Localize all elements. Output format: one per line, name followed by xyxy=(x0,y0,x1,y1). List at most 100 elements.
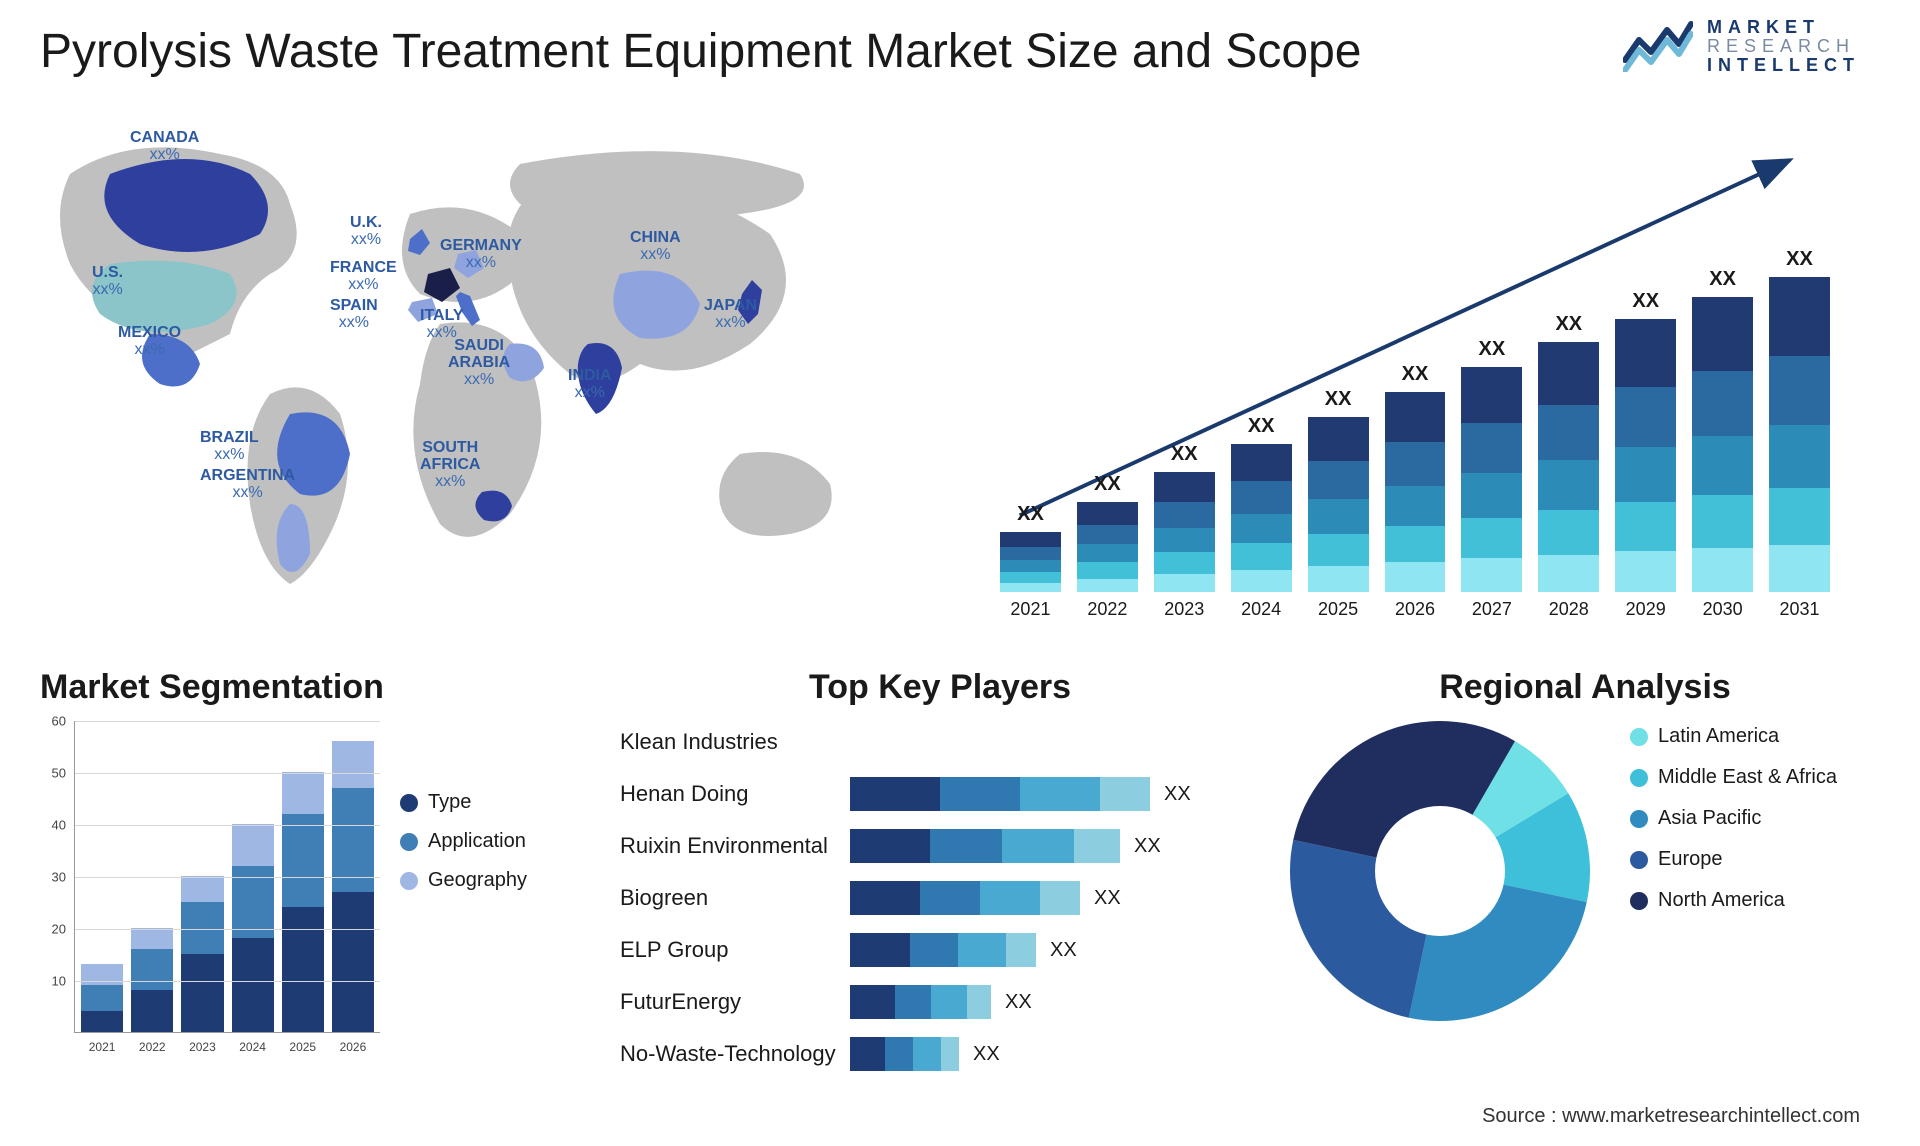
legend-item: Middle East & Africa xyxy=(1630,766,1837,789)
player-row: BiogreenXX xyxy=(620,877,1260,919)
growth-bar-value-label: XX xyxy=(1555,313,1582,336)
growth-bar-value-label: XX xyxy=(1786,248,1813,271)
segmentation-x-label: 2024 xyxy=(239,1040,266,1054)
growth-x-label: 2027 xyxy=(1461,599,1522,620)
legend-swatch-icon xyxy=(1630,810,1648,828)
country-label-southafrica: SOUTHAFRICAxx% xyxy=(420,440,480,490)
growth-bar-value-label: XX xyxy=(1709,268,1736,291)
regional-donut-chart xyxy=(1290,721,1590,1021)
country-label-canada: CANADAxx% xyxy=(130,130,199,164)
player-name: Klean Industries xyxy=(620,729,850,755)
player-row: FuturEnergy XX xyxy=(620,981,1260,1023)
growth-x-label: 2023 xyxy=(1154,599,1215,620)
segmentation-stacked-bar-chart: 102030405060 202120222023202420252026 xyxy=(40,721,380,1061)
legend-swatch-icon xyxy=(1630,892,1648,910)
top-players-bar-chart: Klean IndustriesHenan DoingXXRuixin Envi… xyxy=(620,721,1260,1075)
segmentation-x-label: 2023 xyxy=(189,1040,216,1054)
legend-label: Type xyxy=(428,791,471,814)
legend-item: Asia Pacific xyxy=(1630,807,1837,830)
segmentation-title: Market Segmentation xyxy=(40,668,600,707)
country-label-uk: U.K.xx% xyxy=(350,215,382,249)
segmentation-bar: 2024 xyxy=(232,824,274,1032)
segmentation-panel: Market Segmentation 102030405060 2021202… xyxy=(40,668,600,1088)
legend-swatch-icon xyxy=(400,794,418,812)
player-bar xyxy=(850,1037,959,1071)
player-value-label: XX xyxy=(1050,939,1077,962)
segmentation-bar: 2022 xyxy=(131,928,173,1032)
growth-bar-value-label: XX xyxy=(1479,338,1506,361)
player-row: No-Waste-Technology XX xyxy=(620,1033,1260,1075)
seg-y-tick: 10 xyxy=(52,974,66,989)
growth-bar-value-label: XX xyxy=(1632,290,1659,313)
legend-label: Geography xyxy=(428,869,527,892)
legend-swatch-icon xyxy=(400,833,418,851)
player-bar xyxy=(850,829,1120,863)
legend-item: Geography xyxy=(400,869,527,892)
segmentation-bar: 2021 xyxy=(81,964,123,1032)
logo-text-2: RESEARCH xyxy=(1707,37,1860,56)
growth-x-label: 2031 xyxy=(1769,599,1830,620)
country-label-germany: GERMANYxx% xyxy=(440,238,522,272)
growth-bar: XX xyxy=(1769,248,1830,592)
player-value-label: XX xyxy=(973,1043,1000,1066)
legend-swatch-icon xyxy=(1630,851,1648,869)
logo-text-3: INTELLECT xyxy=(1707,56,1860,75)
seg-y-tick: 50 xyxy=(52,766,66,781)
player-name: FuturEnergy xyxy=(620,989,850,1015)
legend-label: North America xyxy=(1658,889,1785,912)
player-value-label: XX xyxy=(1134,835,1161,858)
growth-bar-value-label: XX xyxy=(1402,363,1429,386)
legend-label: Latin America xyxy=(1658,725,1779,748)
country-label-france: FRANCExx% xyxy=(330,260,397,294)
seg-y-tick: 60 xyxy=(52,714,66,729)
growth-x-label: 2028 xyxy=(1538,599,1599,620)
player-name: ELP Group xyxy=(620,937,850,963)
seg-y-tick: 40 xyxy=(52,818,66,833)
growth-bar: XX xyxy=(1077,473,1138,592)
top-players-title: Top Key Players xyxy=(620,668,1260,707)
page-title: Pyrolysis Waste Treatment Equipment Mark… xyxy=(40,24,1361,79)
growth-bar: XX xyxy=(1000,503,1061,592)
logo-text-1: MARKET xyxy=(1707,18,1860,37)
brand-logo: MARKET RESEARCH INTELLECT xyxy=(1623,18,1860,75)
country-label-spain: SPAINxx% xyxy=(330,298,378,332)
logo-mark-icon xyxy=(1623,20,1693,72)
player-bar xyxy=(850,933,1036,967)
growth-bar-value-label: XX xyxy=(1171,443,1198,466)
legend-item: Application xyxy=(400,830,527,853)
growth-bar: XX xyxy=(1308,388,1369,592)
player-name: Ruixin Environmental xyxy=(620,833,850,859)
player-bar xyxy=(850,985,991,1019)
player-name: Biogreen xyxy=(620,885,850,911)
segmentation-bar: 2023 xyxy=(181,876,223,1032)
player-row: Henan DoingXX xyxy=(620,773,1260,815)
country-label-china: CHINAxx% xyxy=(630,230,681,264)
player-row: Ruixin Environmental XX xyxy=(620,825,1260,867)
seg-y-tick: 30 xyxy=(52,870,66,885)
growth-bar-value-label: XX xyxy=(1094,473,1121,496)
country-label-brazil: BRAZILxx% xyxy=(200,430,259,464)
legend-label: Asia Pacific xyxy=(1658,807,1761,830)
country-label-saudi: SAUDIARABIAxx% xyxy=(448,338,510,388)
growth-bar: XX xyxy=(1461,338,1522,592)
legend-item: North America xyxy=(1630,889,1837,912)
player-name: Henan Doing xyxy=(620,781,850,807)
growth-stacked-bar-chart: XXXXXXXXXXXXXXXXXXXXXX 20212022202320242… xyxy=(960,140,1840,620)
legend-swatch-icon xyxy=(1630,728,1648,746)
player-row: Klean Industries xyxy=(620,721,1260,763)
legend-label: Europe xyxy=(1658,848,1723,871)
regional-title: Regional Analysis xyxy=(1290,668,1880,707)
growth-x-label: 2030 xyxy=(1692,599,1753,620)
segmentation-legend: Type Application Geography xyxy=(400,791,527,892)
growth-x-label: 2024 xyxy=(1231,599,1292,620)
growth-bar: XX xyxy=(1538,313,1599,592)
seg-y-tick: 20 xyxy=(52,922,66,937)
growth-x-label: 2026 xyxy=(1385,599,1446,620)
growth-bar-value-label: XX xyxy=(1017,503,1044,526)
player-name: No-Waste-Technology xyxy=(620,1041,850,1067)
country-label-india: INDIAxx% xyxy=(568,368,612,402)
player-value-label: XX xyxy=(1005,991,1032,1014)
top-players-panel: Top Key Players Klean Industries Henan Do… xyxy=(620,668,1260,1088)
growth-bar: XX xyxy=(1692,268,1753,592)
segmentation-bar: 2025 xyxy=(282,772,324,1032)
